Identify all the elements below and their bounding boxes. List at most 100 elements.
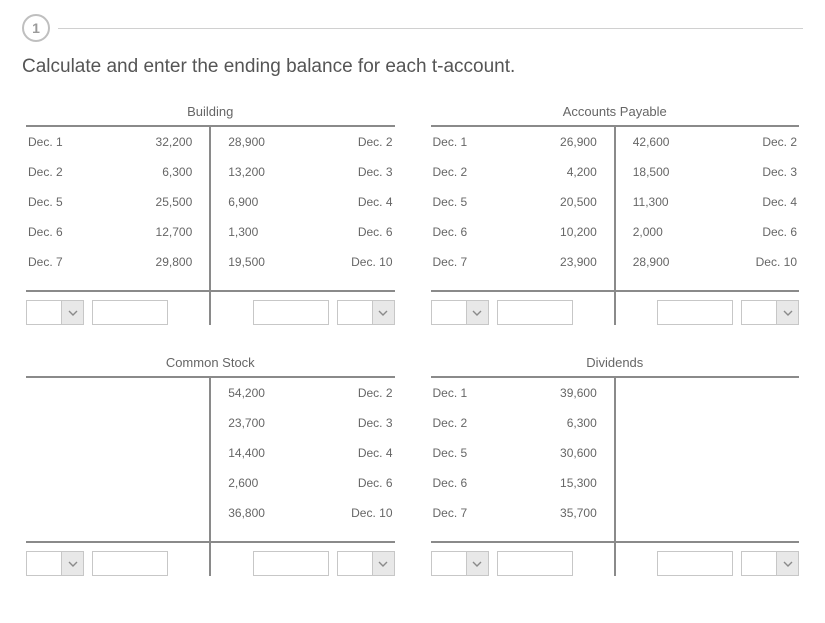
entry-amount: 13,200	[228, 165, 265, 179]
credit-balance-input[interactable]	[253, 551, 329, 576]
entry-row: 6,900 Dec. 4	[210, 187, 394, 217]
entry-date: Dec. 4	[762, 195, 797, 209]
entry-amount: 11,300	[633, 195, 669, 209]
t-account-body: Dec. 132,200Dec. 26,300Dec. 525,500Dec. …	[26, 125, 395, 290]
entry-amount: 1,300	[228, 225, 258, 239]
debit-side: Dec. 132,200Dec. 26,300Dec. 525,500Dec. …	[26, 127, 210, 290]
entry-row: Dec. 139,600	[431, 378, 615, 408]
entry-row: Dec. 610,200	[431, 217, 615, 247]
entry-amount: 35,700	[560, 506, 597, 520]
credit-date-select[interactable]	[741, 551, 799, 576]
entry-date: Dec. 4	[358, 446, 393, 460]
entry-amount: 18,500	[633, 165, 670, 179]
entry-date: Dec. 7	[28, 255, 63, 269]
entry-row: Dec. 132,200	[26, 127, 210, 157]
entry-row: 2,000Dec. 6	[615, 217, 799, 247]
debit-balance-inputs	[26, 551, 210, 576]
entry-amount: 10,200	[560, 225, 597, 239]
t-account-title: Accounts Payable	[431, 104, 800, 119]
entry-date: Dec. 6	[28, 225, 63, 239]
entry-row: Dec. 7 23,900	[431, 247, 615, 277]
entry-amount: 2,600	[228, 476, 258, 490]
entry-date: Dec. 4	[358, 195, 393, 209]
step-header: 1	[22, 14, 803, 42]
chevron-down-icon	[776, 552, 798, 575]
entry-date: Dec. 5	[28, 195, 63, 209]
entry-amount: 20,500	[560, 195, 597, 209]
entry-row: Dec. 530,600	[431, 438, 615, 468]
entry-row: 28,900 Dec. 10	[615, 247, 799, 277]
balance-input-row	[431, 290, 800, 325]
entry-date: Dec. 3	[358, 416, 393, 430]
instruction-text: Calculate and enter the ending balance f…	[22, 56, 803, 78]
chevron-down-icon	[61, 552, 83, 575]
entry-date: Dec. 1	[433, 386, 468, 400]
t-account-body: 54,200Dec. 223,700Dec. 314,400Dec. 42,60…	[26, 376, 395, 541]
entry-row: 11,300 Dec. 4	[615, 187, 799, 217]
entry-amount: 26,900	[560, 135, 597, 149]
credit-balance-inputs	[210, 300, 394, 325]
debit-balance-input[interactable]	[92, 300, 168, 325]
entry-amount: 6,900	[228, 195, 258, 209]
entry-amount: 23,900	[560, 255, 597, 269]
chevron-down-icon	[466, 301, 488, 324]
credit-date-select[interactable]	[337, 551, 395, 576]
debit-balance-input[interactable]	[497, 300, 573, 325]
entry-row: Dec. 5 25,500	[26, 187, 210, 217]
credit-date-select[interactable]	[741, 300, 799, 325]
chevron-down-icon	[466, 552, 488, 575]
credit-balance-input[interactable]	[657, 300, 733, 325]
entry-row: Dec. 615,300	[431, 468, 615, 498]
entry-row: 36,800Dec. 10	[210, 498, 394, 528]
entry-row: Dec. 26,300	[26, 157, 210, 187]
chevron-down-icon	[372, 552, 394, 575]
credit-side	[615, 378, 799, 541]
entry-row: Dec. 520,500	[431, 187, 615, 217]
entry-date: Dec. 5	[433, 446, 468, 460]
entry-amount: 29,800	[156, 255, 193, 269]
debit-date-select[interactable]	[26, 551, 84, 576]
debit-date-select[interactable]	[431, 551, 489, 576]
entry-amount: 25,500	[156, 195, 193, 209]
entry-amount: 6,300	[567, 416, 597, 430]
balance-input-row	[26, 541, 395, 576]
entry-row: 28,900Dec. 2	[210, 127, 394, 157]
t-account: Common Stock54,200Dec. 223,700Dec. 314,4…	[26, 355, 395, 576]
entry-row: Dec. 24,200	[431, 157, 615, 187]
credit-balance-input[interactable]	[253, 300, 329, 325]
credit-side: 42,600 Dec. 2 18,500 Dec. 3 11,300 Dec. 4 2,00…	[615, 127, 799, 290]
debit-balance-inputs	[431, 551, 615, 576]
debit-side	[26, 378, 210, 541]
credit-balance-input[interactable]	[657, 551, 733, 576]
t-account: Accounts PayableDec. 126,900Dec. 24,200D…	[431, 104, 800, 325]
debit-balance-input[interactable]	[92, 551, 168, 576]
entry-date: Dec. 7	[433, 255, 468, 269]
entry-row: 14,400 Dec. 4	[210, 438, 394, 468]
credit-date-select[interactable]	[337, 300, 395, 325]
entry-amount: 12,700	[156, 225, 193, 239]
entry-date: Dec. 2	[433, 165, 468, 179]
entry-date: Dec. 2	[762, 135, 797, 149]
entry-row: 2,600Dec. 6	[210, 468, 394, 498]
entry-row: 1,300 Dec. 6	[210, 217, 394, 247]
entry-date: Dec. 10	[756, 255, 797, 269]
entry-amount: 14,400	[228, 446, 265, 460]
entry-row: 54,200 Dec. 2	[210, 378, 394, 408]
entry-date: Dec. 6	[358, 225, 393, 239]
debit-date-select[interactable]	[431, 300, 489, 325]
entry-date: Dec. 3	[762, 165, 797, 179]
entry-amount: 54,200	[228, 386, 265, 400]
entry-date: Dec. 2	[358, 135, 393, 149]
entry-amount: 28,900	[633, 255, 670, 269]
entry-date: Dec. 1	[28, 135, 63, 149]
credit-side: 54,200Dec. 223,700Dec. 314,400Dec. 42,60…	[210, 378, 394, 541]
credit-balance-inputs	[210, 551, 394, 576]
entry-amount: 15,300	[560, 476, 597, 490]
debit-balance-input[interactable]	[497, 551, 573, 576]
entry-amount: 42,600	[633, 135, 670, 149]
entry-row: 13,200Dec. 3	[210, 157, 394, 187]
entry-row: Dec. 126,900	[431, 127, 615, 157]
debit-date-select[interactable]	[26, 300, 84, 325]
entry-row: Dec. 6 12,700	[26, 217, 210, 247]
entry-date: Dec. 2	[358, 386, 393, 400]
